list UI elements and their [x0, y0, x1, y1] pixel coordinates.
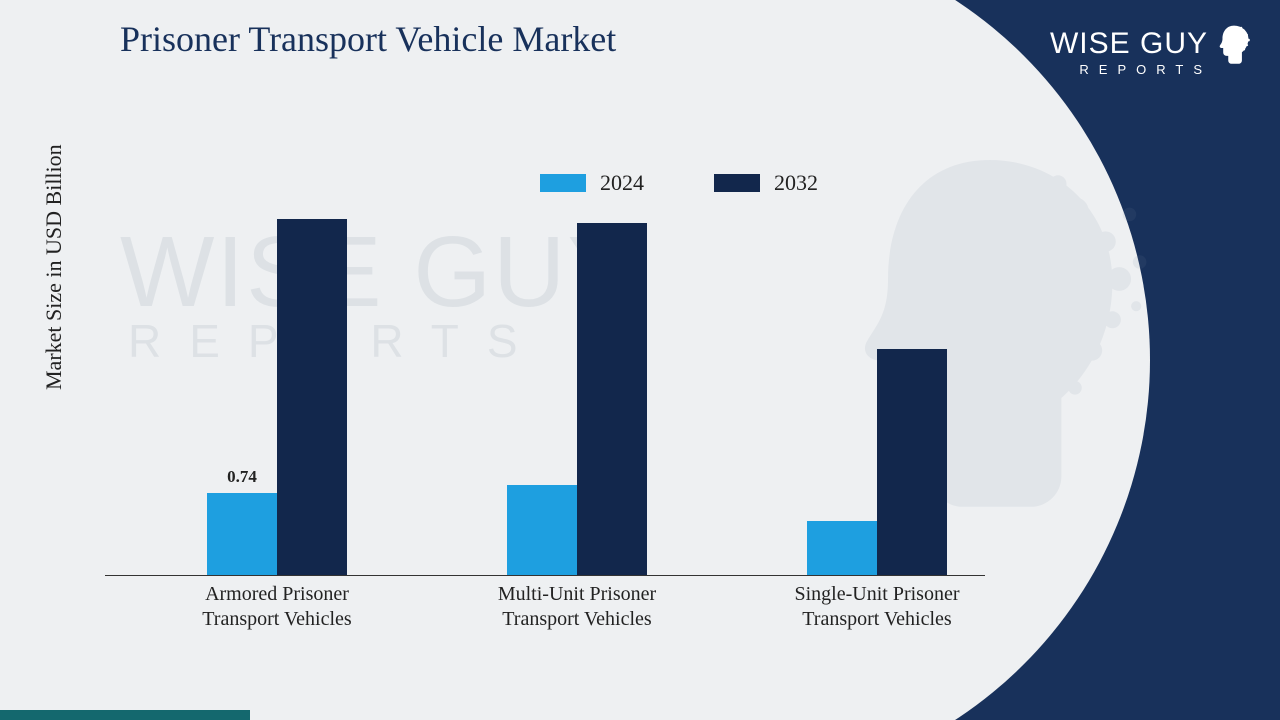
legend-label-2032: 2032 [774, 170, 818, 196]
legend-item-2024: 2024 [540, 170, 644, 196]
plot-area: 0.74 [105, 220, 985, 576]
bar-2024 [207, 493, 277, 575]
accent-bar [0, 710, 250, 720]
bar-2032 [277, 219, 347, 575]
legend-swatch-2024 [540, 174, 586, 192]
legend-item-2032: 2032 [714, 170, 818, 196]
legend-label-2024: 2024 [600, 170, 644, 196]
logo-head-icon [1216, 24, 1252, 64]
bar-2032 [577, 223, 647, 575]
chart-canvas: WISE GUY REPORTS Prisoner Transport Vehi… [0, 0, 1280, 720]
logo-line1: WISE GUY [1050, 27, 1208, 61]
y-axis-label: Market Size in USD Billion [41, 144, 67, 390]
legend: 2024 2032 [540, 170, 818, 196]
logo-line2: REPORTS [1050, 62, 1252, 77]
legend-swatch-2032 [714, 174, 760, 192]
bar-value-label: 0.74 [227, 467, 257, 487]
chart-title: Prisoner Transport Vehicle Market [120, 18, 616, 60]
bar-2024 [807, 521, 877, 575]
category-label: Multi-Unit Prisoner Transport Vehicles [477, 582, 677, 632]
category-label: Armored Prisoner Transport Vehicles [177, 582, 377, 632]
brand-logo: WISE GUY REPORTS [1050, 24, 1252, 77]
bar-2032 [877, 349, 947, 575]
category-label: Single-Unit Prisoner Transport Vehicles [777, 582, 977, 632]
bar-2024 [507, 485, 577, 575]
